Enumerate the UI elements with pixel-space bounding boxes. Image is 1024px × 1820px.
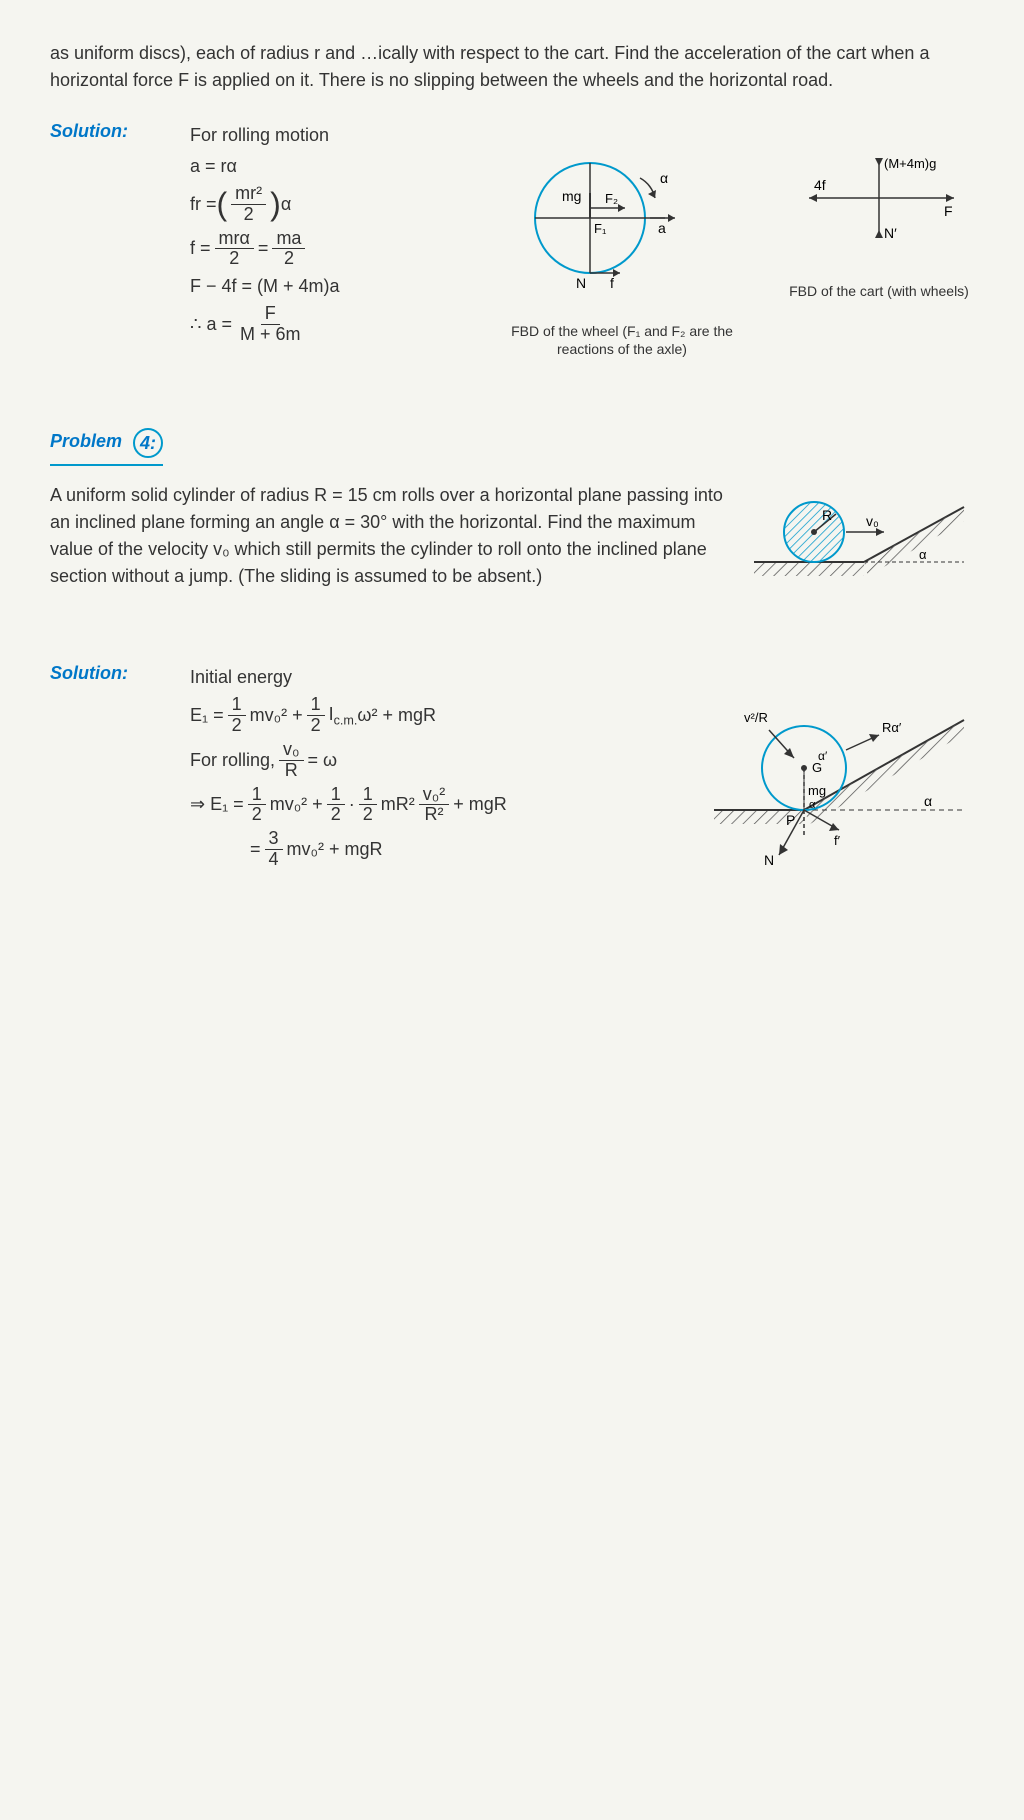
d2-alpha-small: α — [809, 799, 816, 811]
fbd-f: f — [610, 275, 614, 291]
solution-1: Solution: For rolling motion a = rα fr =… — [50, 118, 974, 378]
sol2-rolling: For rolling, v₀R = ω — [190, 740, 694, 781]
sol1-line2: a = rα — [190, 153, 470, 180]
fbd-wheel-caption: FBD of the wheel (F₁ and F₂ are the reac… — [490, 322, 754, 358]
d2-v2r: v²/R — [744, 710, 768, 725]
sol2-e1: E₁ = 12 mv₀² + 12 Ic.m. ω² + mgR — [190, 695, 694, 736]
fbd-n: N — [576, 275, 586, 291]
solution-label: Solution: — [50, 118, 170, 145]
d2-mg: mg — [808, 783, 826, 798]
fbd-diagrams: mg F₂ F₁ N f a — [490, 138, 974, 358]
fbd-a: a — [658, 220, 666, 236]
d2-alpha: α — [924, 793, 932, 809]
sol2-e3: = 34 mv₀² + mgR — [190, 829, 694, 870]
intro-text: as uniform discs), each of radius r and … — [50, 40, 974, 94]
fbd-4f: 4f — [814, 177, 826, 193]
d2-p: P — [786, 812, 795, 828]
d2-alphaprime: α′ — [818, 749, 828, 763]
incline-r: R — [822, 507, 832, 523]
intro-prefix: …ically with respect to the cart. Find t… — [360, 43, 866, 63]
fbd-wheel: mg F₂ F₁ N f a — [490, 138, 700, 308]
sol1-line3: fr = ( mr²2 ) α — [190, 184, 470, 225]
d2-n: N — [764, 852, 774, 868]
d2-ralpha: Rα′ — [882, 720, 902, 735]
incline-v0: v₀ — [866, 513, 879, 529]
fbd-m4mg: (M+4m)g — [884, 156, 936, 171]
problem-4-text: A uniform solid cylinder of radius R = 1… — [50, 482, 734, 640]
problem-4-header: Problem 4: — [50, 428, 163, 466]
sol2-line1: Initial energy — [190, 664, 694, 691]
fbd-cart: 4f F (M+4m)g N′ — [784, 138, 974, 268]
incline-diagram-2: α G mg v²/R Rα′ α′ — [714, 660, 974, 890]
d2-fprime: f′ — [834, 833, 841, 848]
fbd-alpha: α — [660, 170, 668, 186]
incline-alpha: α — [919, 547, 927, 562]
fbd-cart-caption: FBD of the cart (with wheels) — [784, 282, 974, 300]
solution-2: Solution: Initial energy E₁ = 12 mv₀² + … — [50, 660, 974, 898]
solution-label-2: Solution: — [50, 660, 170, 687]
sol1-line6: ∴ a = FM + 6m — [190, 304, 470, 345]
intro-tail: as uniform discs), each of radius r and — [50, 43, 355, 63]
fbd-f1: F₁ — [594, 221, 607, 236]
fbd-nprime: N′ — [884, 225, 897, 241]
sol1-line1: For rolling motion — [190, 122, 470, 149]
sol1-line4: f = mrα2 = ma2 — [190, 229, 470, 270]
incline-diagram-1: α R v₀ — [754, 482, 974, 632]
problem-4-body: A uniform solid cylinder of radius R = 1… — [50, 482, 974, 640]
sol2-e2: ⇒ E₁ = 12 mv₀² + 12 · 12 mR² v₀²R² + mgR — [190, 785, 694, 826]
sol1-line5: F − 4f = (M + 4m)a — [190, 273, 470, 300]
fbd-mg: mg — [562, 188, 581, 204]
problem-label: Problem — [50, 428, 122, 455]
problem-number: 4: — [133, 428, 163, 458]
fbd-bigf: F — [944, 203, 953, 219]
fbd-f2: F₂ — [605, 191, 618, 206]
